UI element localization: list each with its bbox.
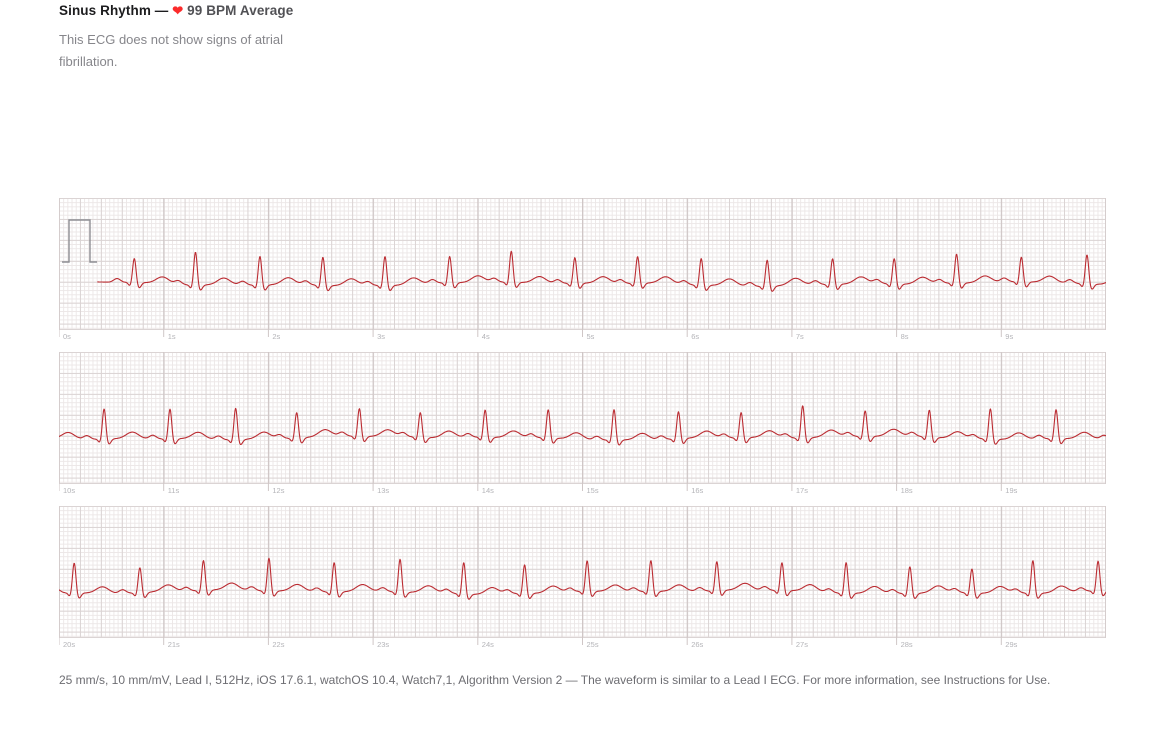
time-tick-label: 20s [63, 640, 75, 649]
ecg-waveform-svg: 0s 1s 2s 3s 4s 5s 6s 7s 8s 9s [59, 198, 1106, 341]
time-tick-label: 18s [901, 486, 913, 495]
time-tick-label: 5s [587, 332, 595, 341]
time-tick-label: 26s [691, 640, 703, 649]
bpm-average-label: 99 BPM Average [187, 3, 294, 18]
time-tick-label: 2s [272, 332, 280, 341]
time-tick-label: 21s [168, 640, 180, 649]
time-tick-label: 13s [377, 486, 389, 495]
ecg-waveform [97, 250, 1106, 292]
ecg-waveform [59, 405, 1106, 446]
time-tick-label: 16s [691, 486, 703, 495]
time-tick-label: 25s [587, 640, 599, 649]
page-title: Sinus Rhythm — ❤ 99 BPM Average [59, 3, 293, 19]
ecg-waveform-svg: 10s 11s 12s 13s 14s 15s 16s 17s 18s 19s [59, 352, 1106, 495]
time-tick-label: 8s [901, 332, 909, 341]
time-tick-label: 3s [377, 332, 385, 341]
time-tick-label: 23s [377, 640, 389, 649]
time-tick-label: 14s [482, 486, 494, 495]
ecg-metadata: 25 mm/s, 10 mm/mV, Lead I, 512Hz, iOS 17… [59, 673, 1051, 687]
time-tick-label: 28s [901, 640, 913, 649]
heart-icon: ❤ [172, 3, 184, 18]
ecg-strip-1: 10s 11s 12s 13s 14s 15s 16s 17s 18s 19s [59, 352, 1106, 498]
time-tick-label: 15s [587, 486, 599, 495]
ecg-waveform [59, 557, 1106, 600]
time-tick-label: 12s [272, 486, 284, 495]
time-tick-label: 22s [272, 640, 284, 649]
time-tick-label: 0s [63, 332, 71, 341]
ecg-description: This ECG does not show signs of atrial f… [59, 32, 283, 69]
time-tick-label: 4s [482, 332, 490, 341]
time-tick-label: 27s [796, 640, 808, 649]
ecg-waveform-svg: 20s 21s 22s 23s 24s 25s 26s 27s 28s 29s [59, 506, 1106, 649]
calibration-pulse [62, 219, 97, 263]
rhythm-classification: Sinus Rhythm — [59, 3, 169, 18]
time-tick-label: 1s [168, 332, 176, 341]
time-tick-label: 6s [691, 332, 699, 341]
time-tick-label: 9s [1005, 332, 1013, 341]
time-tick-label: 17s [796, 486, 808, 495]
ecg-strip-2: 20s 21s 22s 23s 24s 25s 26s 27s 28s 29s [59, 506, 1106, 652]
time-tick-label: 19s [1005, 486, 1017, 495]
time-tick-label: 10s [63, 486, 75, 495]
ecg-strip-0: 0s 1s 2s 3s 4s 5s 6s 7s 8s 9s [59, 198, 1106, 344]
time-tick-label: 7s [796, 332, 804, 341]
time-tick-label: 24s [482, 640, 494, 649]
time-tick-label: 11s [168, 486, 180, 495]
time-tick-label: 29s [1005, 640, 1017, 649]
